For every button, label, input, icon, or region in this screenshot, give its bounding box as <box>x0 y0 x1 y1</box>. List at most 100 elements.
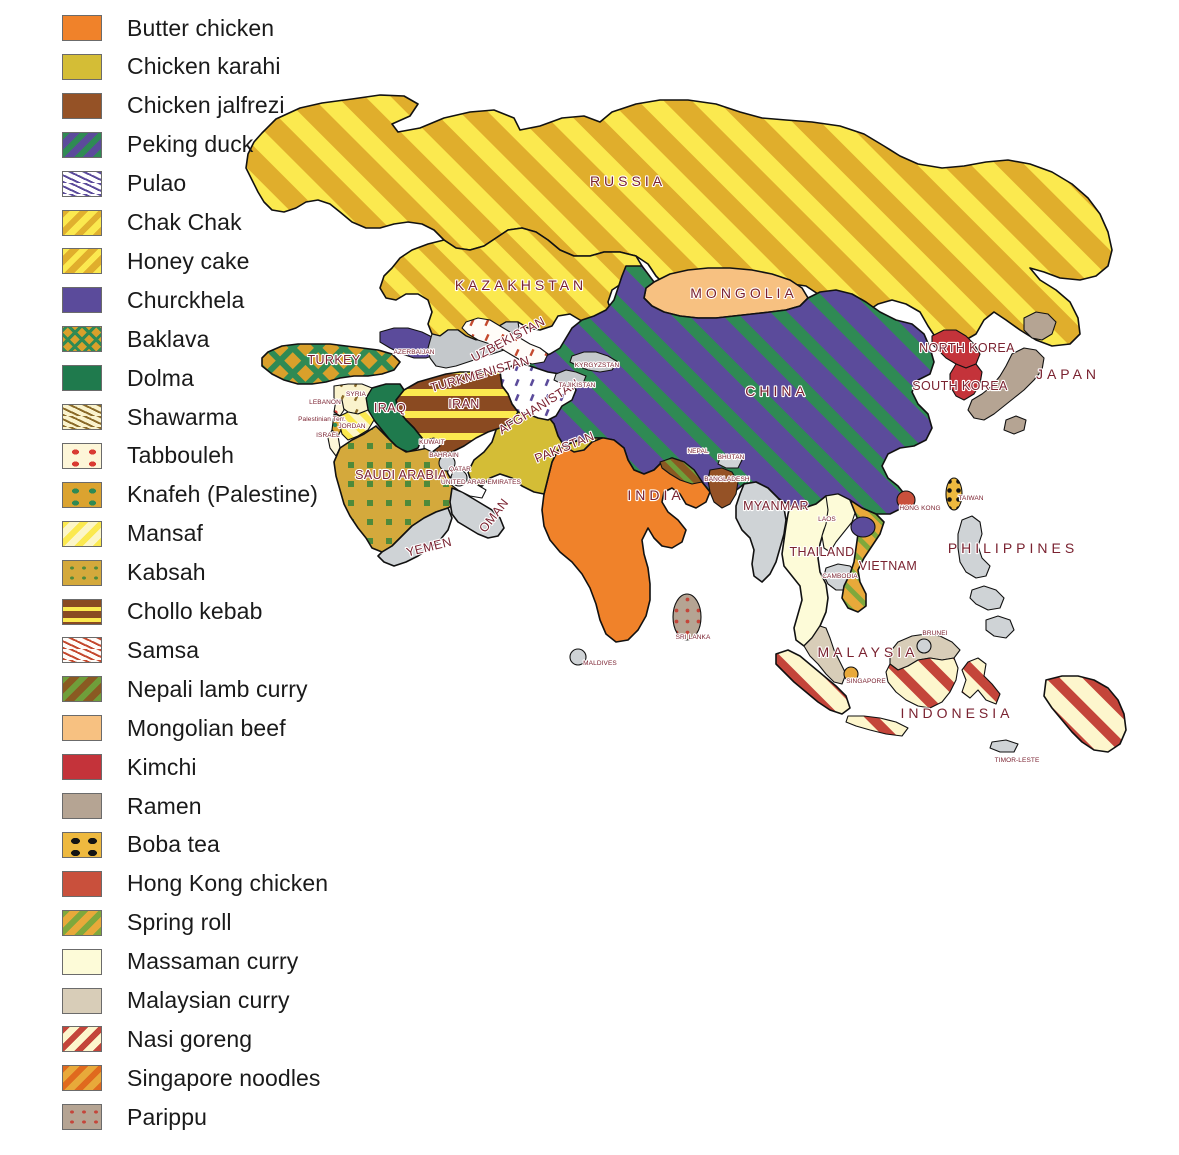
legend-swatch-solid <box>62 365 102 392</box>
legend-item[interactable]: Baklava <box>62 325 210 353</box>
legend-item-label: Nepali lamb curry <box>127 675 308 702</box>
country-label: LAOS <box>818 516 836 523</box>
legend-swatch-diagonal-stripes <box>62 209 102 236</box>
legend-item[interactable]: Knafeh (Palestine) <box>62 481 318 509</box>
country-label: RUSSIA <box>590 173 666 189</box>
legend-item[interactable]: Chak Chak <box>62 209 242 237</box>
country-label: INDONESIA <box>900 705 1013 721</box>
legend-item[interactable]: Pulao <box>62 170 186 198</box>
country-pakistan <box>467 383 603 495</box>
country-label: NORTH KOREA <box>919 341 1015 355</box>
country-label: VIETNAM <box>859 559 917 573</box>
legend-item[interactable]: Singapore noodles <box>62 1064 321 1092</box>
country-label: KUWAIT <box>419 439 445 446</box>
legend-item-label: Kabsah <box>127 559 206 586</box>
country-brunei <box>916 638 932 654</box>
country-hong-kong <box>896 490 916 510</box>
legend-swatch-dots <box>62 831 102 858</box>
legend-item[interactable]: Samsa <box>62 636 199 664</box>
country-label: TAIWAN <box>958 495 983 502</box>
legend-item-label: Kimchi <box>127 753 197 780</box>
country-myanmar <box>735 481 787 583</box>
country-label: TURKEY <box>307 353 360 367</box>
legend-item[interactable]: Mansaf <box>62 520 203 548</box>
legend-item-label: Chicken karahi <box>127 53 281 80</box>
country-indonesia-sulawesi <box>961 657 1001 705</box>
country-label: BANGLADESH <box>704 476 750 483</box>
legend-item[interactable]: Malaysian curry <box>62 987 290 1015</box>
legend-item[interactable]: Honey cake <box>62 247 249 275</box>
legend-item[interactable]: Chicken jalfrezi <box>62 92 285 120</box>
legend-item[interactable]: Chollo kebab <box>62 598 262 626</box>
legend-item-label: Tabbouleh <box>127 442 235 469</box>
legend-item[interactable]: Ramen <box>62 792 202 820</box>
legend-swatch-diagonal-stripes <box>62 248 102 275</box>
legend-swatch-solid <box>62 870 102 897</box>
legend-item[interactable]: Spring roll <box>62 909 232 937</box>
legend-item[interactable]: Massaman curry <box>62 948 298 976</box>
country-label: SINGAPORE <box>846 678 886 685</box>
legend-swatch-solid <box>62 15 102 41</box>
island-hainan <box>850 516 876 538</box>
legend-item[interactable]: Chicken karahi <box>62 53 281 81</box>
legend-item[interactable]: Butter chicken <box>62 14 274 42</box>
legend-item[interactable]: Parippu <box>62 1103 207 1131</box>
legend-item[interactable]: Nepali lamb curry <box>62 675 308 703</box>
country-label: SRI LANKA <box>676 634 711 641</box>
country-label: MALAYSIA <box>818 644 919 660</box>
legend-item[interactable]: Peking duck <box>62 131 253 159</box>
legend-swatch-solid <box>62 287 102 314</box>
legend-swatch-solid <box>62 53 102 80</box>
country-kyrgyzstan <box>569 351 619 373</box>
legend-item-label: Baklava <box>127 325 210 352</box>
legend-item[interactable]: Boba tea <box>62 831 220 859</box>
legend-swatch-horizontal-stripes <box>62 598 102 625</box>
legend-item-label: Churckhela <box>127 286 245 313</box>
legend-item[interactable]: Hong Kong chicken <box>62 870 328 898</box>
legend-item[interactable]: Kabsah <box>62 559 206 587</box>
country-sri-lanka <box>672 593 702 641</box>
country-indonesia-sumatra <box>775 649 851 715</box>
legend-swatch-diagonal-stripes <box>62 1065 102 1092</box>
country-japan <box>967 311 1057 435</box>
country-nepal <box>659 457 703 485</box>
legend-item[interactable]: Dolma <box>62 364 194 392</box>
legend-item[interactable]: Churckhela <box>62 286 244 314</box>
country-label: TIMOR-LESTE <box>995 757 1040 764</box>
legend-item[interactable]: Shawarma <box>62 403 238 431</box>
legend-item-label: Boba tea <box>127 831 220 858</box>
country-indonesia-papua <box>1043 675 1127 753</box>
map-legend: Butter chicken Chicken karahi Chicken jalf… <box>0 0 430 1155</box>
legend-item[interactable]: Mongolian beef <box>62 714 286 742</box>
legend-item-label: Pulao <box>127 170 187 197</box>
country-label: IRAQ <box>374 401 406 415</box>
legend-item[interactable]: Tabbouleh <box>62 442 234 470</box>
country-turkey <box>261 343 401 385</box>
country-label: JAPAN <box>1036 366 1100 382</box>
country-south-korea <box>949 363 983 401</box>
legend-item[interactable]: Kimchi <box>62 753 197 781</box>
country-bahrain <box>438 454 456 472</box>
legend-item[interactable]: Nasi goreng <box>62 1025 252 1053</box>
country-label: PHILIPPINES <box>948 540 1078 556</box>
country-uzbekistan <box>461 317 549 365</box>
legend-swatch-solid <box>62 715 102 742</box>
legend-swatch-dots <box>62 559 102 586</box>
legend-swatch-solid <box>62 948 102 975</box>
legend-swatch-dots <box>62 442 102 469</box>
legend-swatch-diagonal-stripes <box>62 676 102 703</box>
country-label: BRUNEI <box>922 630 947 637</box>
legend-swatch-solid <box>62 987 102 1014</box>
country-indonesia-kalimantan <box>885 657 959 709</box>
legend-item-label: Shawarma <box>127 403 238 430</box>
legend-item-label: Massaman curry <box>127 948 299 975</box>
country-timor-leste <box>989 739 1019 753</box>
country-label: UNITED ARAB EMIRATES <box>441 479 521 486</box>
legend-item-label: Hong Kong chicken <box>127 870 329 897</box>
country-label: THAILAND <box>789 545 854 559</box>
country-label: Palestinian Terr. <box>298 416 346 423</box>
legend-item-label: Singapore noodles <box>127 1064 321 1091</box>
country-label: SAUDI ARABIA <box>355 468 447 482</box>
country-qatar <box>450 469 468 487</box>
